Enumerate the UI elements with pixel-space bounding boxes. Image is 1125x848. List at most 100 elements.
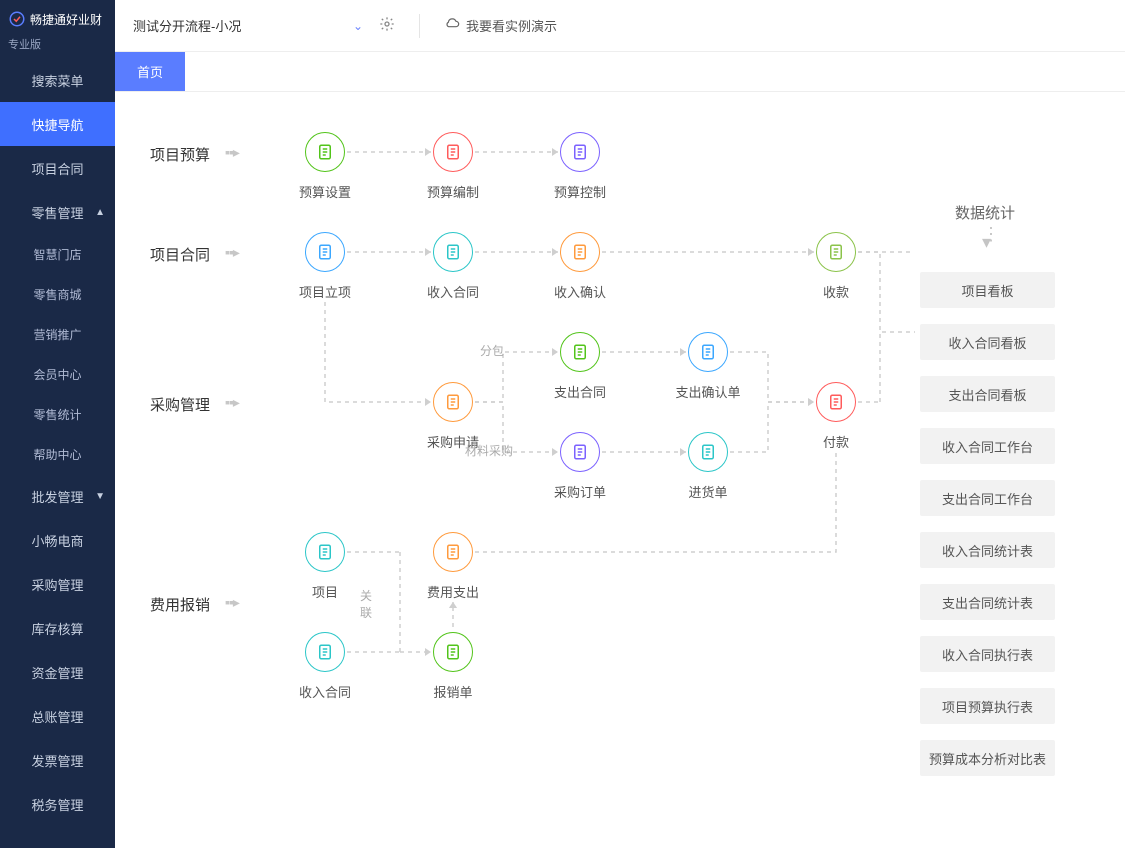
section-arrow: ▪▪▸ [225,144,239,161]
node-label: 费用支出 [427,582,479,601]
node-label: 收款 [823,282,849,301]
section-arrow: ▪▪▸ [225,394,239,411]
brand-edition: 专业版 [0,36,115,58]
node-icon [305,632,345,672]
divider [419,14,420,38]
sidebar-item-项目合同[interactable]: 项目合同 [0,146,115,190]
sidebar-subitem-智慧门店[interactable]: 智慧门店 [0,234,115,274]
flow-selector[interactable]: 测试分开流程-小况 ⌄ [133,16,363,35]
node-budget_make[interactable]: 预算编制 [408,132,498,201]
mini-cailiao: 材料采购 [465,442,513,459]
node-payment[interactable]: 付款 [791,382,881,451]
node-budget_ctrl[interactable]: 预算控制 [535,132,625,201]
node-icon [688,332,728,372]
node-label: 支出确认单 [675,382,740,401]
mini-fenbao: 分包 [480,342,504,359]
sidebar-item-资金管理[interactable]: 资金管理 [0,650,115,694]
sidebar-subitem-会员中心[interactable]: 会员中心 [0,354,115,394]
node-label: 项目立项 [299,282,351,301]
tab-home[interactable]: 首页 [115,52,185,91]
sidebar-subitem-零售商城[interactable]: 零售商城 [0,274,115,314]
caret-icon: ▼ [95,491,105,502]
stat-button-1[interactable]: 收入合同看板 [920,324,1055,360]
stat-button-6[interactable]: 支出合同统计表 [920,584,1055,620]
node-label: 付款 [823,432,849,451]
sidebar-item-税务管理[interactable]: 税务管理 [0,782,115,826]
nav: 搜索菜单快捷导航项目合同零售管理▲智慧门店零售商城营销推广会员中心零售统计帮助中… [0,58,115,848]
stats-arrow-icon: ⋮▾ [982,230,1000,246]
sidebar: 畅捷通好业财 专业版 搜索菜单快捷导航项目合同零售管理▲智慧门店零售商城营销推广… [0,0,115,848]
node-income_ct[interactable]: 收入合同 [408,232,498,301]
sidebar-item-发票管理[interactable]: 发票管理 [0,738,115,782]
sidebar-subitem-零售统计[interactable]: 零售统计 [0,394,115,434]
stat-button-5[interactable]: 收入合同统计表 [920,532,1055,568]
node-icon [433,132,473,172]
gear-icon[interactable] [379,16,395,35]
sidebar-item-快捷导航[interactable]: 快捷导航 [0,102,115,146]
stat-button-9[interactable]: 预算成本分析对比表 [920,740,1055,776]
node-goods_in[interactable]: 进货单 [663,432,753,501]
demo-label: 我要看实例演示 [466,16,557,35]
node-project[interactable]: 项目 [280,532,370,601]
node-expend_cf[interactable]: 支出确认单 [663,332,753,401]
node-icon [433,232,473,272]
node-icon [560,232,600,272]
demo-link[interactable]: 我要看实例演示 [444,16,557,35]
node-receipt[interactable]: 收款 [791,232,881,301]
node-expend_ct[interactable]: 支出合同 [535,332,625,401]
node-purchase_req[interactable]: 采购申请 [408,382,498,451]
node-budget_set[interactable]: 预算设置 [280,132,370,201]
sidebar-item-批发管理[interactable]: 批发管理▼ [0,474,115,518]
canvas: 项目预算 ▪▪▸ 项目合同 ▪▪▸ 采购管理 ▪▪▸ 费用报销 ▪▪▸ 预算设置 预算编制预算控制… [115,92,1125,848]
brand: 畅捷通好业财 [0,0,115,36]
sidebar-item-小畅电商[interactable]: 小畅电商 [0,518,115,562]
caret-icon: ▲ [95,207,105,218]
stat-button-7[interactable]: 收入合同执行表 [920,636,1055,672]
sidebar-item-库存核算[interactable]: 库存核算 [0,606,115,650]
section-arrow: ▪▪▸ [225,244,239,261]
section-s3: 采购管理 [150,394,210,415]
sidebar-item-采购管理[interactable]: 采购管理 [0,562,115,606]
section-s1: 项目预算 [150,144,210,165]
stat-button-8[interactable]: 项目预算执行表 [920,688,1055,724]
sidebar-subitem-营销推广[interactable]: 营销推广 [0,314,115,354]
node-icon [560,332,600,372]
node-income_cf[interactable]: 收入确认 [535,232,625,301]
node-icon [305,132,345,172]
node-label: 采购订单 [554,482,606,501]
node-icon [433,532,473,572]
stats-title: 数据统计 [955,202,1015,223]
sidebar-item-总账管理[interactable]: 总账管理 [0,694,115,738]
node-label: 预算设置 [299,182,351,201]
brand-name: 畅捷通好业财 [30,11,102,28]
node-icon [816,382,856,422]
node-icon [305,232,345,272]
stat-button-3[interactable]: 收入合同工作台 [920,428,1055,464]
node-label: 支出合同 [554,382,606,401]
node-proj_setup[interactable]: 项目立项 [280,232,370,301]
stat-button-4[interactable]: 支出合同工作台 [920,480,1055,516]
node-purchase_ord[interactable]: 采购订单 [535,432,625,501]
flow-name: 测试分开流程-小况 [133,16,343,35]
node-fee_out[interactable]: 费用支出 [408,532,498,601]
node-label: 项目 [312,582,338,601]
topbar: 测试分开流程-小况 ⌄ 我要看实例演示 [115,0,1125,52]
node-icon [433,382,473,422]
node-icon [816,232,856,272]
mini-guanlian: 关 联 [360,587,372,621]
section-arrow: ▪▪▸ [225,594,239,611]
node-icon [433,632,473,672]
cloud-icon [444,16,460,35]
section-s2: 项目合同 [150,244,210,265]
node-reimb[interactable]: 报销单 [408,632,498,701]
node-icon [560,432,600,472]
search-menu[interactable]: 搜索菜单 [0,58,115,102]
stat-button-0[interactable]: 项目看板 [920,272,1055,308]
section-s4: 费用报销 [150,594,210,615]
sidebar-item-零售管理[interactable]: 零售管理▲ [0,190,115,234]
sidebar-subitem-帮助中心[interactable]: 帮助中心 [0,434,115,474]
node-label: 收入合同 [427,282,479,301]
stat-button-2[interactable]: 支出合同看板 [920,376,1055,412]
node-label: 收入合同 [299,682,351,701]
node-income_ct2[interactable]: 收入合同 [280,632,370,701]
